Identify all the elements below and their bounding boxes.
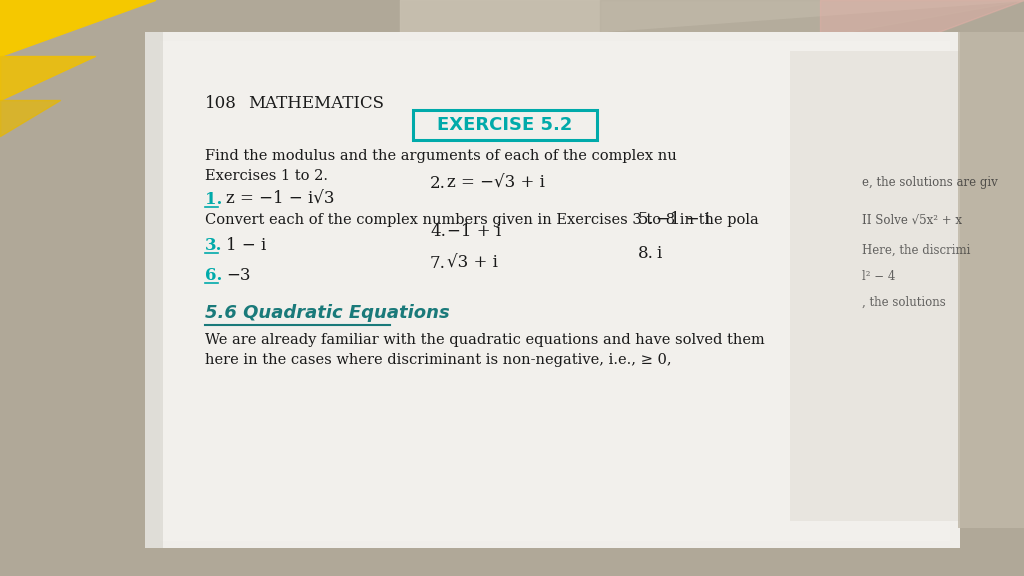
Text: , the solutions: , the solutions	[862, 296, 946, 309]
FancyBboxPatch shape	[145, 32, 961, 548]
Text: here in the cases where discriminant is non-negative, i.e., ≥ 0,: here in the cases where discriminant is …	[205, 353, 672, 367]
FancyBboxPatch shape	[790, 51, 961, 521]
Text: −3: −3	[226, 267, 251, 284]
Text: Exercises 1 to 2.: Exercises 1 to 2.	[205, 169, 328, 183]
FancyBboxPatch shape	[145, 32, 163, 548]
Text: We are already familiar with the quadratic equations and have solved them: We are already familiar with the quadrat…	[205, 333, 765, 347]
Text: l² − 4: l² − 4	[862, 270, 895, 283]
Text: 5.: 5.	[638, 211, 653, 228]
Text: 5.6 Quadratic Equations: 5.6 Quadratic Equations	[205, 304, 450, 322]
Text: √3 + i: √3 + i	[447, 255, 498, 272]
Text: z = −√3 + i: z = −√3 + i	[447, 175, 545, 192]
Text: 2.: 2.	[430, 175, 445, 192]
Text: −1 − i: −1 − i	[656, 211, 710, 228]
Text: II Solve √5x² + x: II Solve √5x² + x	[862, 214, 962, 227]
Text: e, the solutions are giv: e, the solutions are giv	[862, 176, 997, 189]
Text: 8.: 8.	[638, 245, 654, 262]
Text: 6.: 6.	[205, 267, 222, 284]
Text: z = −1 − i√3: z = −1 − i√3	[226, 191, 335, 208]
Text: 4.: 4.	[430, 223, 445, 240]
Text: Here, the discrimi: Here, the discrimi	[862, 244, 971, 257]
Text: 3.: 3.	[205, 237, 222, 254]
FancyBboxPatch shape	[958, 32, 1024, 528]
Text: i: i	[656, 245, 662, 262]
Text: Convert each of the complex numbers given in Exercises 3 to 8 in the pola: Convert each of the complex numbers give…	[205, 213, 759, 227]
Text: 1.: 1.	[205, 191, 222, 208]
FancyBboxPatch shape	[160, 41, 950, 541]
Text: 7.: 7.	[430, 255, 445, 272]
Text: 108: 108	[205, 95, 237, 112]
Text: EXERCISE 5.2: EXERCISE 5.2	[437, 116, 572, 134]
Text: 1 − i: 1 − i	[226, 237, 266, 254]
Text: Find the modulus and the arguments of each of the complex nu: Find the modulus and the arguments of ea…	[205, 149, 677, 163]
Text: −1 + i: −1 + i	[447, 223, 501, 240]
Text: MATHEMATICS: MATHEMATICS	[248, 95, 384, 112]
